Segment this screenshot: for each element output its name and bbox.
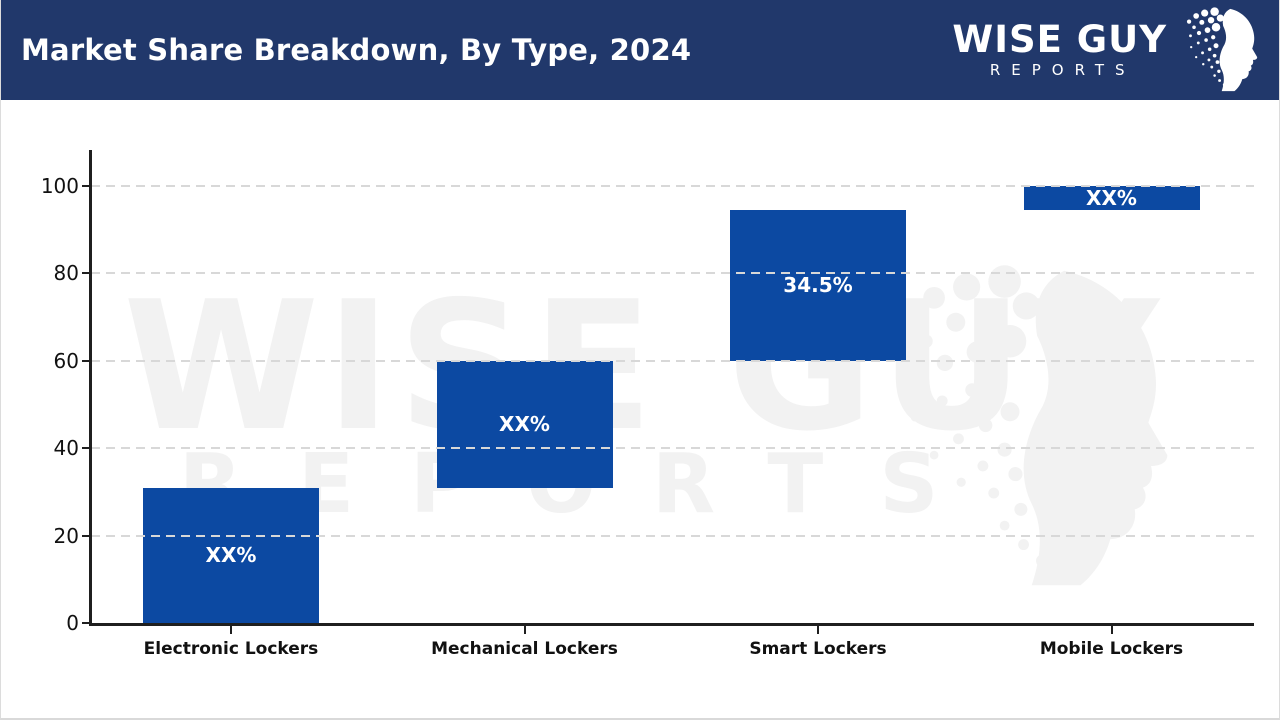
y-axis-tick-label: 100	[40, 174, 79, 198]
gridline	[91, 534, 1254, 537]
y-axis-tickmark	[82, 185, 89, 187]
gridline	[91, 272, 1254, 275]
bar-value-label: XX%	[205, 543, 257, 568]
waterfall-chart: 0 20 40 60 80 100 XX% Electronic Lockers XX% Mech…	[1, 100, 1279, 718]
gridline	[91, 185, 1254, 187]
header-bar: Market Share Breakdown, By Type, 2024 WI…	[1, 0, 1279, 100]
y-axis-tickmark	[82, 447, 89, 450]
watermark-face-icon	[898, 265, 1168, 586]
x-axis-category-label: Electronic Lockers	[143, 639, 319, 659]
y-axis-tickmark	[82, 534, 89, 537]
brand-logo: WISE GUY REPORTS	[952, 6, 1279, 94]
brand-logo-text: WISE GUY REPORTS	[952, 21, 1167, 79]
y-axis-tick-label: 80	[53, 261, 79, 286]
gridline	[91, 359, 1254, 362]
y-axis-tick-label: 60	[53, 348, 79, 373]
gridline	[91, 447, 1254, 450]
bar	[436, 360, 613, 488]
x-axis-category-label: Mobile Lockers	[1039, 639, 1184, 659]
bar	[1023, 186, 1200, 211]
bar-value-label: XX%	[1086, 186, 1137, 211]
y-axis-tick-label: 40	[53, 436, 79, 461]
bar-value-label: 34.5%	[783, 273, 853, 298]
x-axis-category-label: Mechanical Lockers	[431, 639, 618, 659]
y-axis-tickmark	[82, 272, 89, 275]
brand-name: WISE GUY	[952, 18, 1167, 61]
x-axis-category-label: Smart Lockers	[749, 639, 887, 659]
page-title: Market Share Breakdown, By Type, 2024	[21, 33, 692, 67]
brand-subtitle: REPORTS	[989, 61, 1136, 79]
y-axis-tickmark	[82, 359, 89, 362]
y-axis-tick-label: 20	[53, 523, 79, 548]
bar-value-label: XX%	[499, 412, 550, 437]
bar	[730, 210, 906, 361]
x-axis-line	[89, 623, 1254, 626]
x-axis-tickmark	[817, 626, 819, 634]
bar	[143, 487, 319, 623]
x-axis-tickmark	[230, 626, 232, 634]
y-axis-tick-label: 0	[66, 611, 79, 635]
x-axis-tickmark	[1110, 626, 1113, 634]
y-axis-line	[89, 150, 92, 626]
y-axis-tickmark	[82, 622, 89, 624]
brand-face-icon	[1186, 7, 1258, 92]
x-axis-tickmark	[523, 626, 526, 634]
